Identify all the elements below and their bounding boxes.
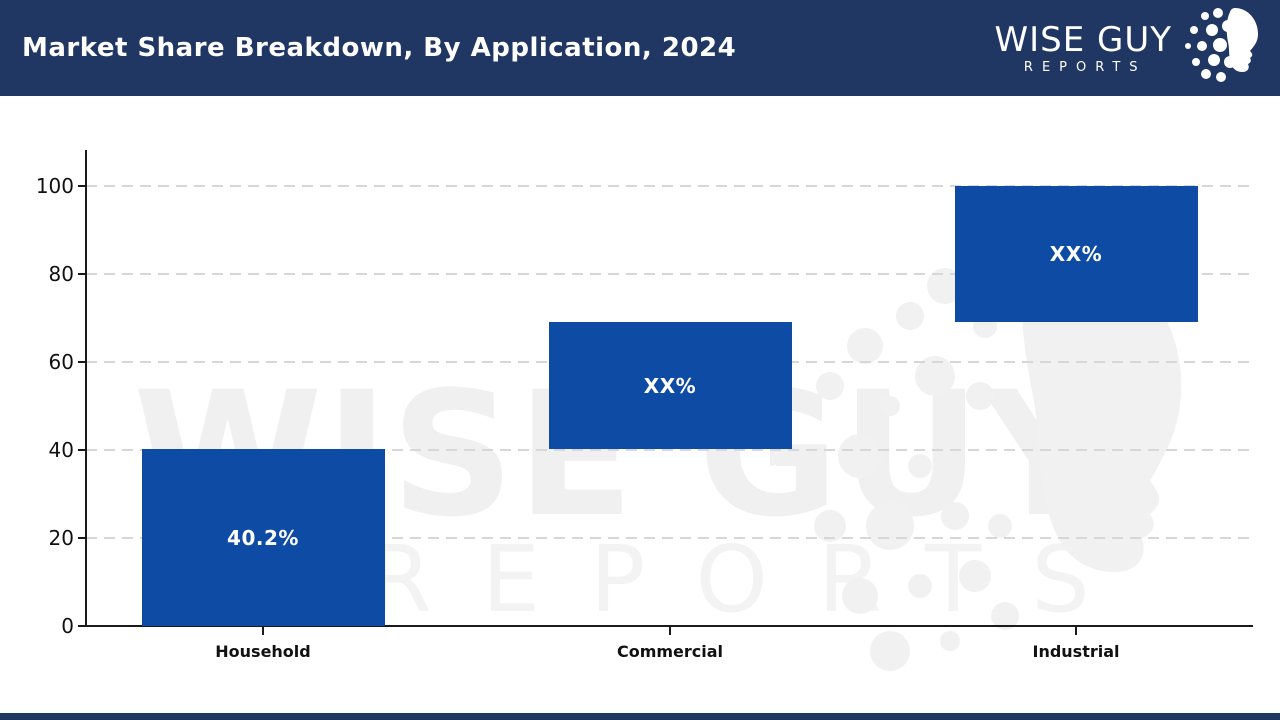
y-tick-label-100: 100 — [35, 174, 74, 198]
x-tick-commercial — [669, 627, 671, 635]
logo-text: WISE GUY REPORTS — [994, 23, 1172, 74]
y-axis-line — [85, 150, 87, 627]
y-tick-label-20: 20 — [48, 526, 74, 550]
y-tick-40 — [78, 449, 86, 451]
gridline-y100 — [86, 185, 1253, 187]
y-tick-0 — [78, 625, 86, 627]
y-tick-label-0: 0 — [61, 614, 74, 638]
bar-household: 40.2% — [141, 449, 385, 626]
x-tick-household — [262, 627, 264, 635]
gridline-y20 — [86, 537, 1253, 539]
page-title: Market Share Breakdown, By Application, … — [22, 33, 737, 63]
x-tick-label-industrial: Industrial — [1032, 642, 1120, 661]
chart-plot-area: WISE GUY REPORTS 0 20 40 60 80 100 Household Co… — [0, 96, 1280, 713]
gridline-y40 — [86, 449, 1253, 451]
gridline-y80 — [86, 273, 1253, 275]
x-tick-industrial — [1075, 627, 1077, 635]
wise-guy-reports-logo: WISE GUY REPORTS — [994, 4, 1262, 92]
y-tick-20 — [78, 537, 86, 539]
bar-value-label-commercial: XX% — [643, 373, 697, 398]
x-axis-line — [84, 625, 1253, 627]
x-tick-label-commercial: Commercial — [616, 642, 724, 661]
y-tick-80 — [78, 273, 86, 275]
y-tick-label-40: 40 — [48, 438, 74, 462]
y-tick-label-80: 80 — [48, 262, 74, 286]
bar-value-label-industrial: XX% — [1049, 242, 1103, 267]
y-tick-100 — [78, 185, 86, 187]
y-tick-60 — [78, 361, 86, 363]
y-tick-label-60: 60 — [48, 350, 74, 374]
bar-commercial: XX% — [548, 322, 792, 450]
footer-bar — [0, 713, 1280, 720]
logo-subtitle: REPORTS — [1023, 59, 1147, 75]
bar-value-label-household: 40.2% — [227, 525, 299, 550]
x-tick-label-household: Household — [215, 642, 311, 661]
logo-face-icon — [1178, 4, 1262, 92]
watermark-face-dots — [760, 196, 1210, 700]
header-bar: Market Share Breakdown, By Application, … — [0, 0, 1280, 96]
bar-industrial: XX% — [954, 186, 1198, 323]
logo-wordmark: WISE GUY — [994, 19, 1172, 60]
